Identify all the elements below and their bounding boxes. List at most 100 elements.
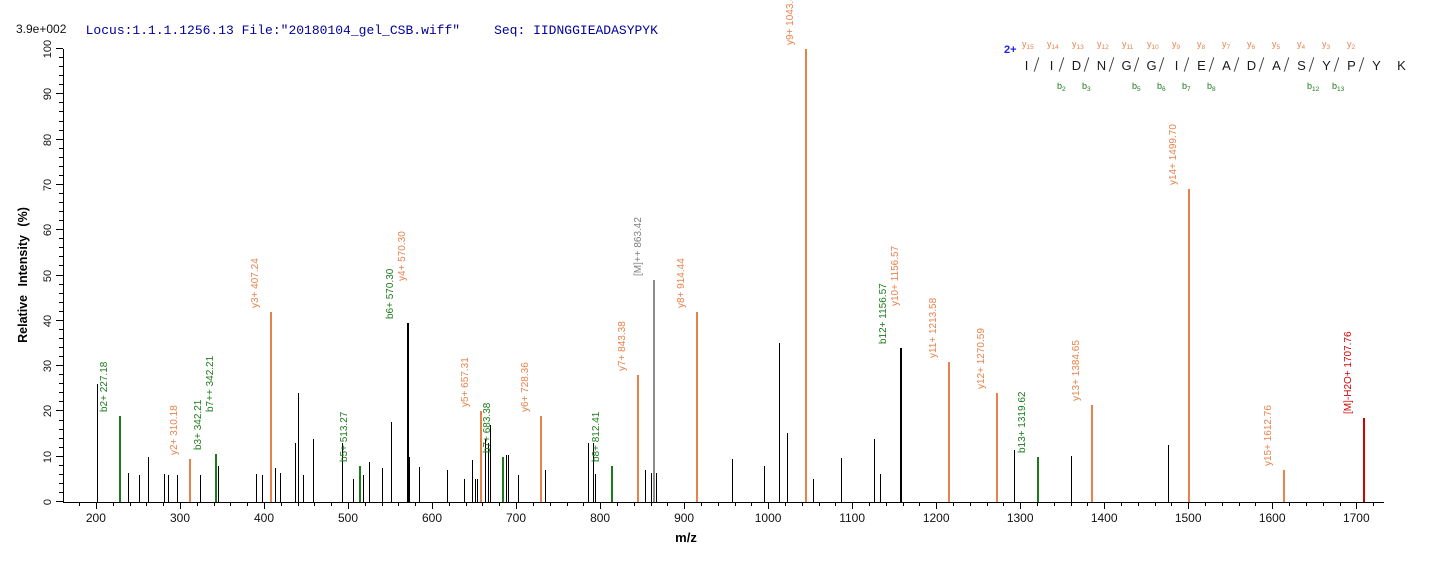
x-axis-minor-tick [213, 502, 215, 506]
x-axis-minor-tick [1154, 502, 1156, 506]
y-ion-number: 4 [1301, 44, 1306, 51]
residue-letter: P [1347, 58, 1356, 73]
spectrum-peak [447, 470, 449, 502]
x-axis-minor-tick [717, 502, 719, 506]
b-ion-number: 2 [1062, 86, 1066, 93]
y-axis-minor-tick [59, 220, 63, 222]
y-ion-number: 3 [1326, 44, 1331, 51]
x-axis-minor-tick [247, 502, 249, 506]
x-axis-tick-label: 200 [85, 511, 106, 525]
y-axis-minor-tick [59, 111, 63, 113]
y-axis-minor-tick [59, 464, 63, 466]
spectrum-peak [879, 473, 881, 502]
x-axis-minor-tick [616, 502, 618, 506]
x-axis-tick-label: 600 [421, 511, 443, 525]
x-axis-minor-tick [868, 502, 870, 506]
y-axis-minor-tick [59, 283, 63, 285]
b-ion-number: 7 [1187, 86, 1191, 93]
spectrum-peak [118, 415, 121, 502]
y-axis-tick-label: 40 [42, 314, 54, 327]
y-axis-major-tick [56, 501, 63, 502]
x-axis-minor-tick [297, 502, 299, 506]
y-axis-tick-label: 90 [42, 88, 54, 101]
spectrum-peak [177, 474, 179, 502]
peak-label: y10+ 1156.57 [889, 245, 901, 306]
y-axis-minor-tick [59, 428, 63, 430]
spectrum-peak [148, 456, 149, 502]
spectrum-peak [1036, 456, 1039, 502]
x-axis-minor-tick [1037, 502, 1038, 506]
y-axis-minor-tick [59, 401, 63, 403]
spectrum-peak [588, 443, 590, 502]
b-ion-label: b7 [1182, 81, 1191, 93]
x-axis-minor-tick [801, 502, 803, 506]
spectrum-peak [270, 311, 273, 502]
spectrum-peak [408, 456, 410, 502]
x-axis-minor-tick [129, 502, 131, 506]
y-ion-label: y10 [1147, 39, 1159, 51]
y-axis-minor-tick [59, 66, 63, 68]
spectrum-peak [302, 474, 304, 502]
spectrum-peak [899, 348, 902, 502]
spectrum-peak [763, 465, 765, 502]
x-axis-major-tick [1356, 502, 1358, 509]
peak-label: [M]++ 863.42 [633, 217, 645, 276]
x-axis-major-tick [936, 502, 938, 509]
intensity-scale-label: 3.9e+002 [16, 22, 67, 36]
y-axis-minor-tick [59, 84, 63, 86]
spectrum-peak [779, 343, 780, 502]
x-axis-tick-label: 1000 [754, 511, 782, 525]
y-axis-major-tick [56, 48, 63, 49]
y-axis-minor-tick [59, 265, 63, 267]
x-axis-minor-tick [1305, 502, 1307, 506]
peak-label: b2+ 227.18 [98, 361, 110, 412]
spectrum-peak [947, 361, 950, 502]
y-axis-tick-label: 80 [42, 133, 54, 146]
y-axis-minor-tick [59, 292, 63, 294]
x-axis-tick-label: 400 [253, 511, 275, 525]
spectrum-peak [363, 474, 365, 502]
y-axis-major-tick [56, 274, 63, 276]
peak-label: b6+ 570.30 [385, 268, 397, 320]
y-axis-minor-tick [59, 356, 63, 357]
spectrum-peak [342, 443, 344, 502]
spectrum-peak [138, 474, 140, 502]
x-axis-major-tick [1020, 502, 1022, 509]
x-axis-minor-tick [566, 502, 568, 506]
spectrum-peak [381, 468, 383, 502]
spectrum-peak [610, 465, 613, 502]
y-ion-label: y12 [1097, 39, 1109, 51]
b-ion-number: 12 [1312, 86, 1320, 93]
header: Locus:1.1.1.1256.13 File:"20180104_gel_C… [70, 8, 658, 38]
y-axis-tick-label: 20 [42, 405, 54, 418]
spectrum-peak [1091, 404, 1094, 502]
x-axis-minor-tick [280, 502, 282, 506]
x-axis-minor-tick [448, 502, 450, 506]
y-axis-minor-tick [59, 482, 63, 484]
b-ion-number: 5 [1137, 86, 1141, 93]
y-axis-minor-tick [59, 129, 63, 131]
spectrum-peak [255, 473, 257, 502]
y-axis-minor-tick [59, 247, 63, 249]
spectrum-peak [506, 454, 507, 502]
y-axis-minor-tick [59, 383, 63, 385]
spectrum-peak [295, 443, 297, 502]
peak-label: [M]-H2O+ 1707.76 [1342, 331, 1354, 415]
x-axis-major-tick [95, 502, 97, 509]
y-axis-minor-tick [59, 202, 63, 203]
x-axis-minor-tick [532, 502, 534, 506]
peak-label: b12+ 1156.57 [877, 283, 889, 344]
spectrum-peak [369, 462, 370, 502]
x-axis-minor-tick [364, 502, 366, 506]
x-axis-title: m/z [675, 530, 697, 545]
y-axis-minor-tick [59, 491, 63, 493]
y-axis-minor-tick [59, 193, 63, 194]
y-ion-number: 8 [1201, 44, 1206, 51]
spectrum-peak [390, 421, 392, 502]
header-locus-file: Locus:1.1.1.1256.13 File:"20180104_gel_C… [85, 23, 461, 38]
y-ion-label: y8 [1197, 39, 1206, 51]
spectrum-peak [164, 473, 165, 502]
spectrum-peak [471, 459, 473, 502]
spectrum-peak [1188, 189, 1190, 502]
